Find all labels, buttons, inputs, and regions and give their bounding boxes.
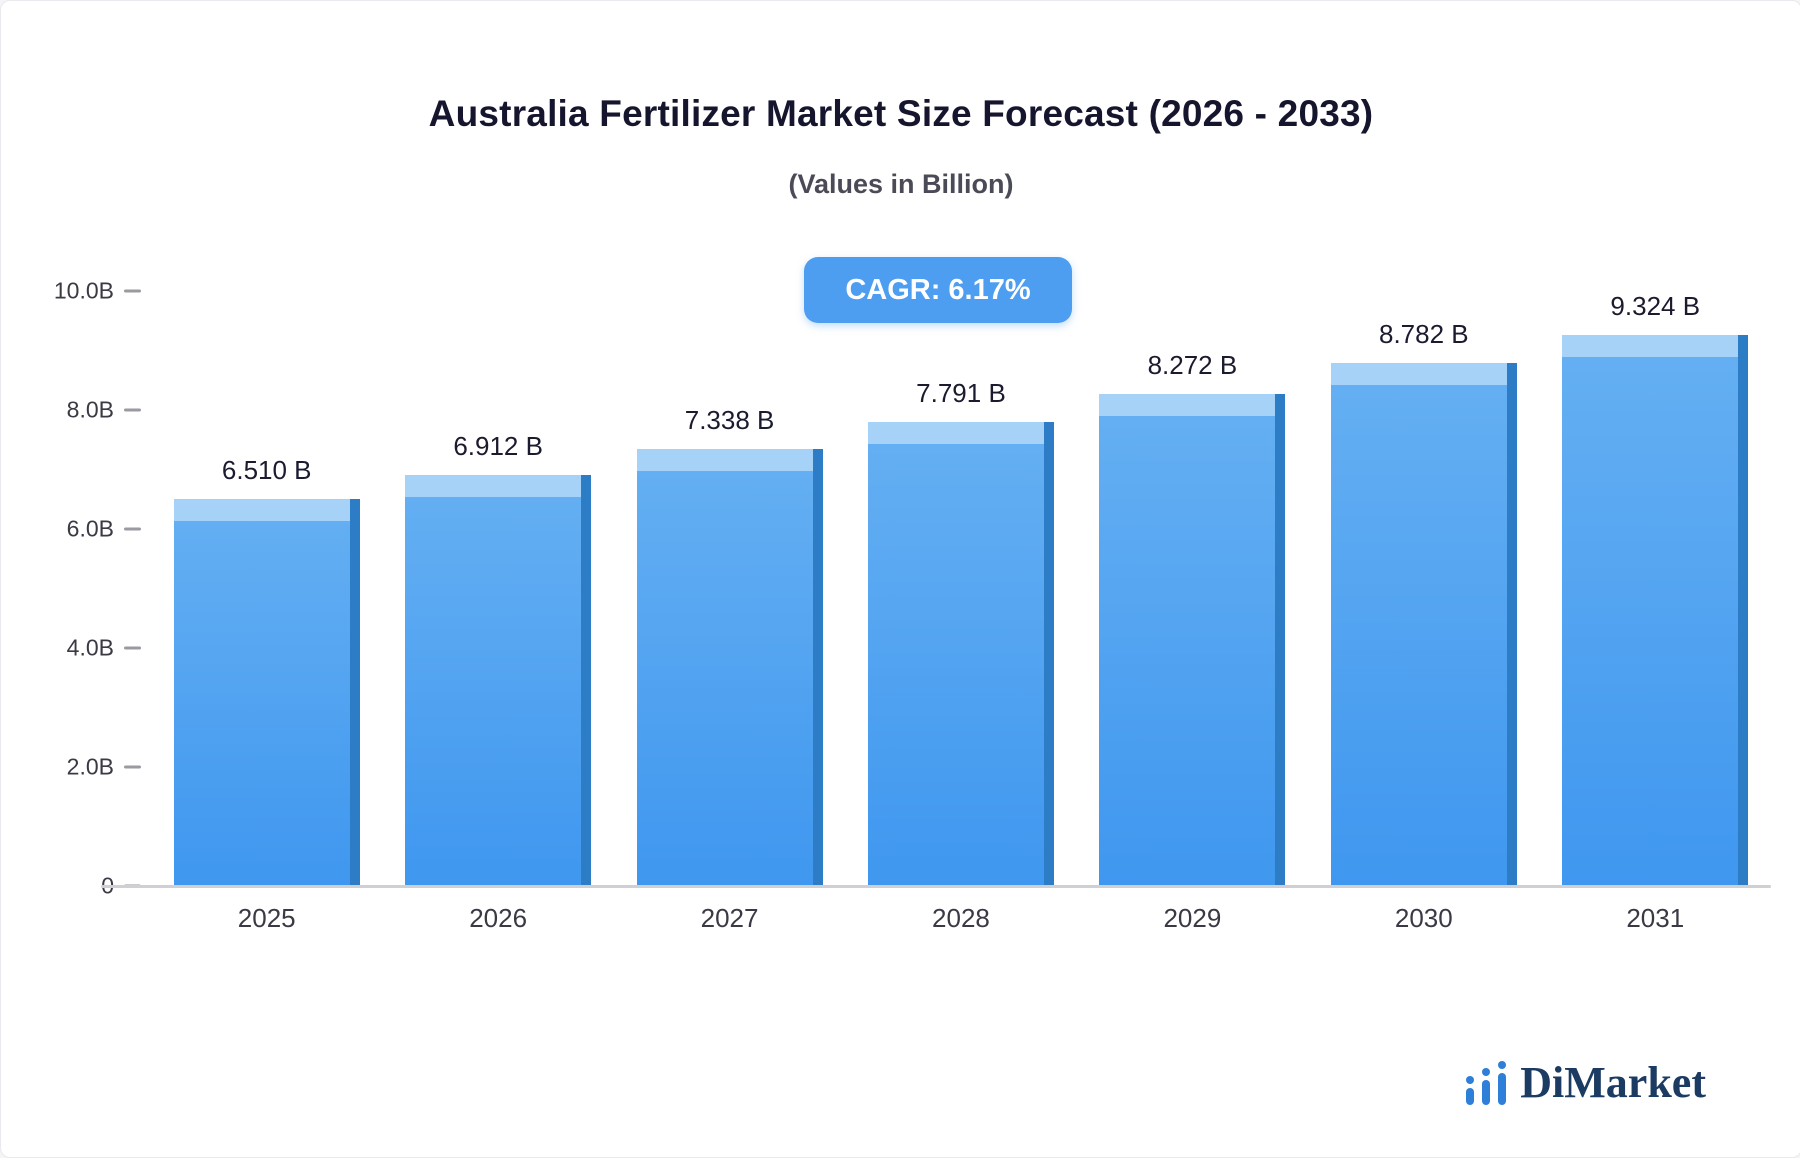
brand-logo: DiMarket — [1462, 1061, 1706, 1105]
bar-value-label: 6.510 B — [221, 455, 312, 485]
y-tick-mark — [124, 408, 141, 412]
x-axis-label: 2025 — [237, 903, 296, 933]
y-tick-mark — [124, 527, 141, 531]
y-tick-label: 2.0B — [66, 753, 114, 780]
bar-2027 — [636, 449, 823, 886]
bar-column: 6.510 B — [151, 291, 382, 886]
bar-2026 — [405, 475, 592, 886]
y-tick: 4.0B — [1, 635, 141, 662]
x-axis-label: 2031 — [1626, 903, 1685, 933]
bar-value-label: 8.272 B — [1147, 350, 1238, 380]
y-tick: 8.0B — [1, 397, 141, 424]
bar-value-label: 6.912 B — [453, 431, 543, 461]
bar-2028 — [867, 422, 1054, 886]
y-tick-mark — [124, 646, 141, 650]
plot-area: 6.510 B 6.912 B 7.338 B 7.791 B 8.272 B 8.782… — [151, 291, 1771, 886]
y-tick-label: 4.0B — [66, 634, 114, 661]
bar-value-label: 9.324 B — [1610, 291, 1701, 321]
x-axis-labels: 2025 2026 2027 2028 2029 2030 2031 — [151, 903, 1771, 934]
y-tick-mark — [124, 765, 141, 769]
brand-logo-text: DiMarket — [1520, 1058, 1706, 1107]
bar-2030 — [1330, 363, 1517, 886]
bar-value-label: 7.791 B — [916, 378, 1006, 408]
bar-column: 6.912 B — [382, 291, 613, 886]
y-axis: 10.0B8.0B6.0B4.0B2.0B0 — [1, 278, 151, 899]
bar-column: 7.791 B — [845, 291, 1076, 886]
bar-chart-logo-icon — [1462, 1061, 1510, 1105]
x-axis-label: 2027 — [700, 903, 759, 933]
x-axis-label: 2028 — [932, 903, 990, 933]
bar-value-label: 7.338 B — [684, 405, 775, 435]
y-tick-label: 10.0B — [53, 277, 114, 304]
cagr-badge: CAGR: 6.17% — [804, 257, 1072, 323]
y-tick-label: 6.0B — [66, 515, 114, 542]
bar-column: 7.338 B — [614, 291, 845, 886]
x-axis-label: 2026 — [469, 903, 528, 933]
y-tick: 2.0B — [1, 754, 141, 781]
y-tick-mark — [124, 289, 141, 293]
x-axis-label: 2030 — [1394, 903, 1453, 933]
y-tick-label: 8.0B — [66, 396, 114, 423]
bar-column: 8.272 B — [1077, 291, 1308, 886]
bar-2031 — [1562, 335, 1749, 886]
chart-subtitle: (Values in Billion) — [788, 169, 1014, 199]
chart-title: Australia Fertilizer Market Size Forecas… — [428, 93, 1374, 134]
bar-value-label: 8.782 B — [1379, 319, 1469, 349]
y-tick: 10.0B — [1, 278, 141, 305]
x-axis-label: 2029 — [1163, 903, 1222, 933]
bar-2025 — [173, 499, 360, 886]
y-tick: 6.0B — [1, 516, 141, 543]
bar-column: 8.782 B — [1308, 291, 1539, 886]
x-axis-line — [101, 885, 1771, 888]
bar-column: 9.324 B — [1540, 291, 1771, 886]
bar-2029 — [1099, 394, 1286, 886]
